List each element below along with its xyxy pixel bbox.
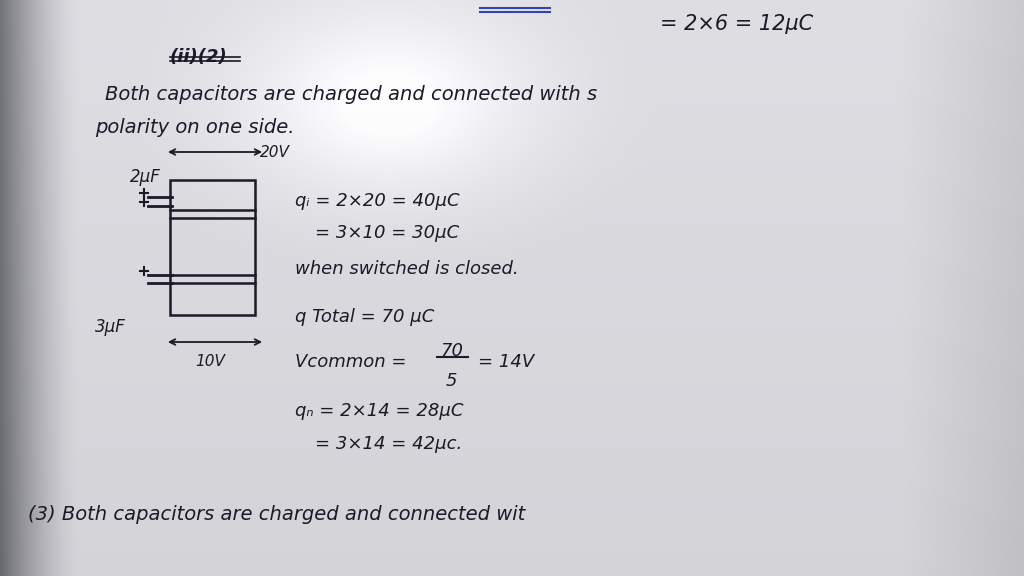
Text: qₙ = 2×14 = 28μC: qₙ = 2×14 = 28μC bbox=[295, 402, 464, 420]
Bar bbox=[170, 180, 255, 315]
Text: 20V: 20V bbox=[260, 145, 290, 160]
Text: Vcommon =: Vcommon = bbox=[295, 353, 407, 371]
Text: = 3×14 = 42μc.: = 3×14 = 42μc. bbox=[315, 435, 462, 453]
Text: qᵢ = 2×20 = 40μC: qᵢ = 2×20 = 40μC bbox=[295, 192, 460, 210]
Text: 2μF: 2μF bbox=[130, 168, 161, 186]
Text: 5: 5 bbox=[446, 372, 458, 390]
Text: = 14V: = 14V bbox=[478, 353, 535, 371]
Text: = 3×10 = 30μC: = 3×10 = 30μC bbox=[315, 224, 459, 242]
Text: 70: 70 bbox=[440, 342, 463, 360]
Text: Both capacitors are charged and connected with s: Both capacitors are charged and connecte… bbox=[105, 85, 597, 104]
Text: 10V: 10V bbox=[195, 354, 225, 369]
Text: 3μF: 3μF bbox=[95, 318, 126, 336]
Text: = 2×6 = 12μC: = 2×6 = 12μC bbox=[660, 14, 813, 34]
Text: q Total = 70 μC: q Total = 70 μC bbox=[295, 308, 434, 326]
Text: (ii)(2): (ii)(2) bbox=[170, 48, 227, 66]
Text: polarity on one side.: polarity on one side. bbox=[95, 118, 295, 137]
Text: when switched is closed.: when switched is closed. bbox=[295, 260, 518, 278]
Text: (3) Both capacitors are charged and connected wit: (3) Both capacitors are charged and conn… bbox=[28, 505, 525, 524]
